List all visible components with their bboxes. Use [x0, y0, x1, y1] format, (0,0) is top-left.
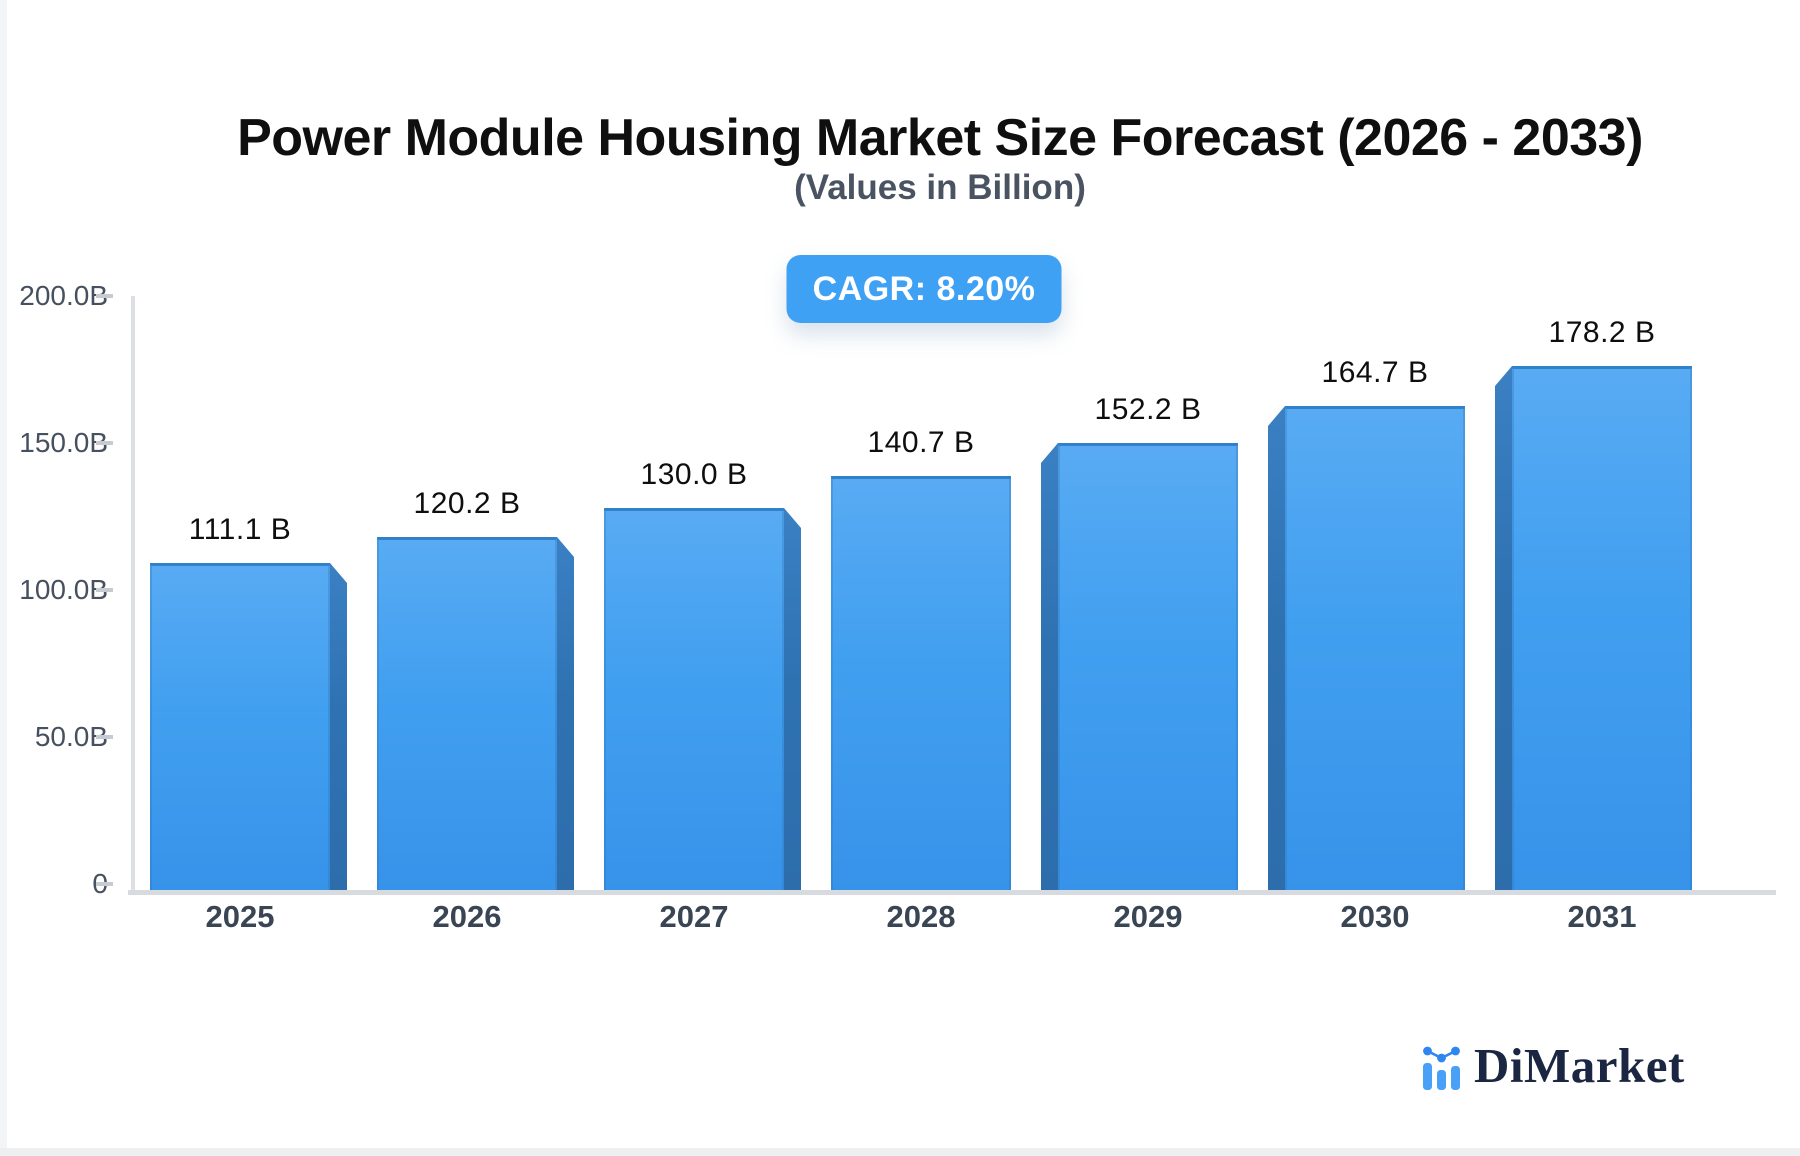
bar-chart-icon [1423, 1046, 1460, 1090]
y-tick-label-100: 100.0B [19, 574, 108, 605]
value-label-2027: 130.0 B [640, 458, 748, 491]
y-tick-mark-0 [96, 882, 113, 886]
bar-side-2029 [1041, 443, 1058, 890]
y-tick-mark-200 [96, 294, 113, 298]
y-tick-mark-100 [96, 588, 113, 592]
chart-subtitle: (Values in Billion) [794, 168, 1086, 207]
y-axis-line [131, 296, 135, 892]
y-tick-label-200: 200.0B [19, 280, 108, 311]
bar-side-2026 [557, 537, 574, 890]
value-label-2025: 111.1 B [188, 513, 292, 546]
x-tick-label-2031: 2031 [1567, 899, 1637, 934]
value-label-2030: 164.7 B [1321, 356, 1429, 389]
bar-2027 [604, 508, 784, 890]
bar-2028 [831, 476, 1011, 890]
x-tick-label-2030: 2030 [1340, 899, 1410, 934]
x-tick-label-2027: 2027 [659, 899, 729, 934]
y-tick-label-150: 150.0B [19, 427, 108, 458]
chart-title: Power Module Housing Market Size Forecas… [237, 109, 1643, 167]
x-tick-label-2028: 2028 [886, 899, 956, 934]
value-label-2031: 178.2 B [1548, 316, 1656, 349]
left-edge-strip [0, 0, 7, 1156]
value-label-2029: 152.2 B [1094, 393, 1202, 426]
bar-2030 [1285, 406, 1465, 890]
bar-side-2027 [784, 508, 801, 890]
bar-2029 [1058, 443, 1238, 890]
value-label-2026: 120.2 B [413, 487, 521, 520]
y-tick-label-50: 50.0B [34, 721, 108, 752]
value-label-2028: 140.7 B [867, 426, 975, 459]
logo-text: DiMarket [1474, 1038, 1685, 1093]
bar-side-2031 [1495, 366, 1512, 890]
dimarket-logo: DiMarket [1422, 1038, 1685, 1093]
y-tick-mark-50 [96, 735, 113, 739]
bar-side-2030 [1268, 406, 1285, 890]
x-tick-label-2029: 2029 [1113, 899, 1183, 934]
bottom-edge-strip [0, 1148, 1800, 1156]
x-axis-line [128, 890, 1776, 895]
bar-2031 [1512, 366, 1692, 890]
cagr-badge: CAGR: 8.20% [786, 255, 1062, 323]
bar-side-2025 [330, 563, 347, 890]
y-tick-label-0: 0 [18, 868, 108, 900]
bar-2025 [150, 563, 330, 890]
y-tick-mark-150 [96, 441, 113, 445]
x-tick-label-2026: 2026 [432, 899, 502, 934]
x-tick-label-2025: 2025 [205, 899, 275, 934]
bar-2026 [377, 537, 557, 890]
